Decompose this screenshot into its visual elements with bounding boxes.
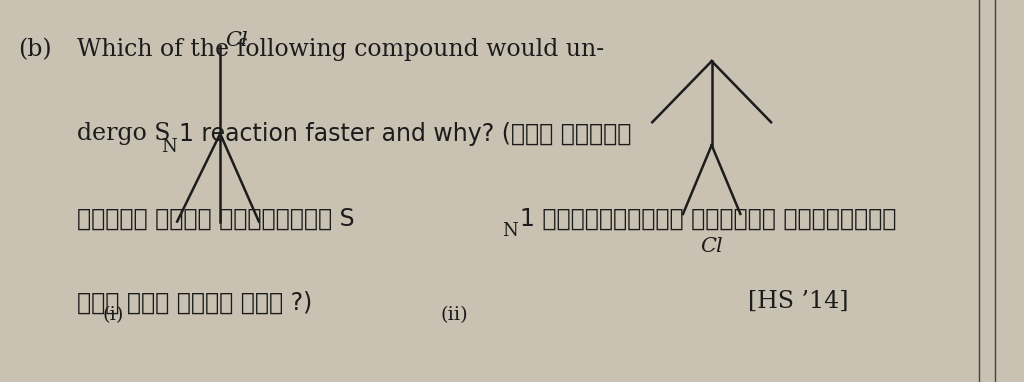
Text: (ii): (ii): [440, 306, 468, 324]
Text: কোনটো যৌগর ক্ষেত্রত S: কোনটো যৌগর ক্ষেত্রত S: [77, 206, 354, 230]
Text: dergo S: dergo S: [77, 122, 170, 145]
Text: (b): (b): [18, 38, 52, 61]
Text: [HS ’14]: [HS ’14]: [748, 290, 848, 313]
Text: 1 reaction faster and why? (তলত দিয়া: 1 reaction faster and why? (তলত দিয়া: [179, 122, 632, 146]
Text: N: N: [161, 138, 176, 155]
Text: 1 বিক্রিয়ার গতিবেগ সর্বোচ্চ: 1 বিক্রিয়ার গতিবেগ সর্বোচ্চ: [520, 206, 897, 230]
Text: Cl: Cl: [225, 31, 248, 50]
Text: হ়ব আরু কিয় হ়ব ?): হ়ব আরু কিয় হ়ব ?): [77, 290, 312, 314]
Text: Which of the following compound would un-: Which of the following compound would un…: [77, 38, 604, 61]
Text: Cl: Cl: [700, 237, 723, 256]
Text: (i): (i): [102, 306, 124, 324]
Text: N: N: [502, 222, 517, 240]
